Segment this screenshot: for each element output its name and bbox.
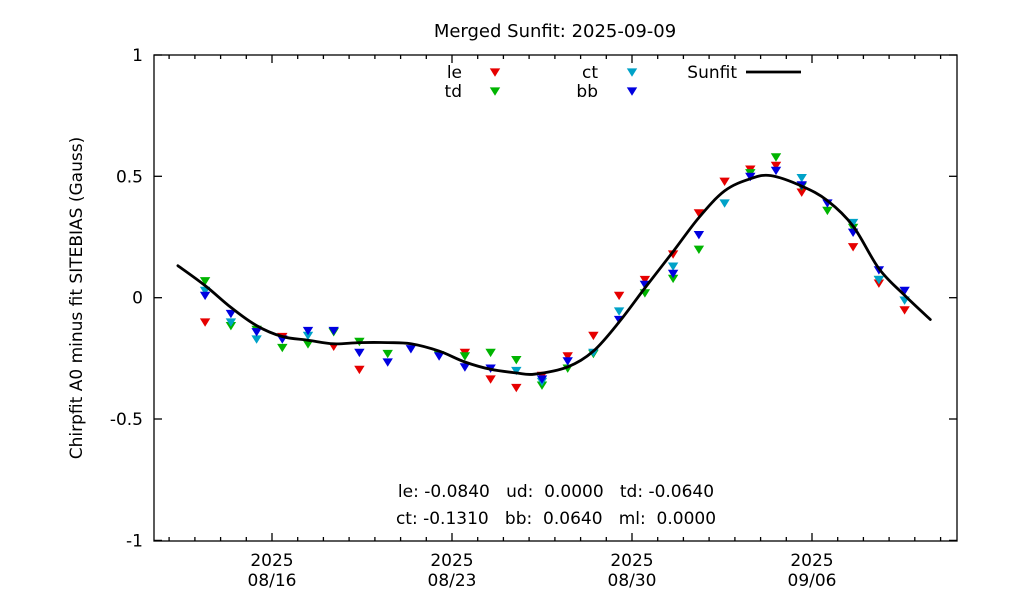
x-axis-ticks [168, 55, 942, 541]
bb-marker [328, 326, 339, 336]
plot-border [153, 54, 958, 542]
td-marker [511, 356, 522, 365]
td-marker [667, 274, 679, 284]
bb-marker [693, 231, 705, 240]
le-marker [639, 275, 651, 285]
y-tick-label: 0.5 [116, 167, 143, 187]
le-marker [199, 318, 211, 327]
le-marker [354, 365, 365, 375]
le-marker [613, 291, 625, 301]
bb-marker [770, 166, 782, 176]
bb-marker [667, 269, 679, 279]
bb-marker [251, 328, 262, 337]
series-ct [199, 174, 910, 387]
le-marker [511, 383, 522, 393]
legend-label-bb: bb [576, 82, 598, 102]
legend-marker-le [489, 68, 501, 77]
y-axis-title: Chirpfit A0 minus fit SITEBIAS (Gauss) [67, 136, 87, 460]
bb-marker [199, 291, 211, 301]
td-marker [277, 343, 288, 353]
x-tick-year-label: 2025 [790, 551, 833, 571]
td-marker [485, 348, 496, 358]
ct-marker [251, 335, 262, 344]
x-tick-date-label: 09/06 [788, 571, 837, 591]
le-marker [667, 250, 679, 259]
le-marker [847, 243, 859, 252]
le-marker [562, 352, 573, 361]
y-tick-label: 0 [132, 289, 143, 309]
bb-marker [536, 375, 548, 384]
td-marker [770, 153, 782, 162]
legend-label-Sunfit: Sunfit [687, 63, 737, 83]
bb-marker [745, 172, 756, 182]
td-marker [382, 349, 393, 359]
ct-marker [667, 262, 679, 271]
ct-marker [796, 174, 807, 183]
le-marker [796, 188, 807, 197]
y-tick-label: -1 [126, 531, 143, 551]
legend-marker-bb [626, 87, 638, 96]
fit-bias-annotation-line-1: le: -0.0840 ud: 0.0000 td: -0.0640 [397, 482, 715, 502]
y-axis-labels: -1 -0.5 0 0.5 1 [110, 46, 143, 551]
series-le [199, 161, 910, 393]
le-marker [588, 331, 599, 341]
legend-marker-td [489, 87, 501, 96]
bb-marker [562, 357, 573, 366]
ct-marker [511, 366, 522, 376]
x-tick-date-label: 08/16 [248, 571, 297, 591]
bb-marker [225, 309, 237, 319]
x-tick-year-label: 2025 [250, 551, 293, 571]
bb-marker [405, 345, 417, 354]
bb-marker [354, 348, 365, 358]
legend-label-td: td [445, 82, 462, 102]
bb-marker [899, 286, 910, 296]
sunfit-curve [176, 173, 932, 376]
bb-marker [302, 326, 314, 336]
y-axis-ticks [154, 54, 957, 542]
bb-marker [382, 358, 393, 367]
legend-label-le: le [447, 63, 462, 83]
legend-marker-ct [626, 68, 638, 77]
le-marker [770, 161, 782, 171]
x-tick-date-label: 08/30 [608, 571, 657, 591]
x-tick-year-label: 2025 [430, 551, 473, 571]
y-tick-label: -0.5 [110, 410, 143, 430]
x-tick-date-label: 08/23 [428, 571, 477, 591]
td-marker [822, 206, 833, 216]
td-marker [459, 352, 471, 361]
ct-marker [225, 318, 237, 327]
td-marker [302, 340, 314, 349]
le-marker [899, 306, 910, 315]
ct-marker [613, 307, 625, 316]
series-td [199, 153, 885, 390]
bb-marker [433, 352, 445, 361]
x-tick-year-label: 2025 [610, 551, 653, 571]
ct-marker [302, 331, 314, 341]
le-marker [485, 375, 496, 384]
le-marker [719, 177, 730, 186]
ct-marker [719, 199, 730, 208]
le-marker [693, 209, 705, 218]
td-marker [693, 245, 705, 254]
y-tick-label: 1 [132, 46, 143, 66]
bb-marker [459, 363, 471, 372]
chart-title: Merged Sunfit: 2025-09-09 [433, 21, 677, 42]
ct-marker [873, 275, 885, 285]
td-marker [199, 277, 211, 286]
series-bb [199, 166, 910, 384]
legend-label-ct: ct [582, 63, 598, 83]
fit-bias-annotation-line-2: ct: -0.1310 bb: 0.0640 ml: 0.0000 [395, 509, 717, 529]
